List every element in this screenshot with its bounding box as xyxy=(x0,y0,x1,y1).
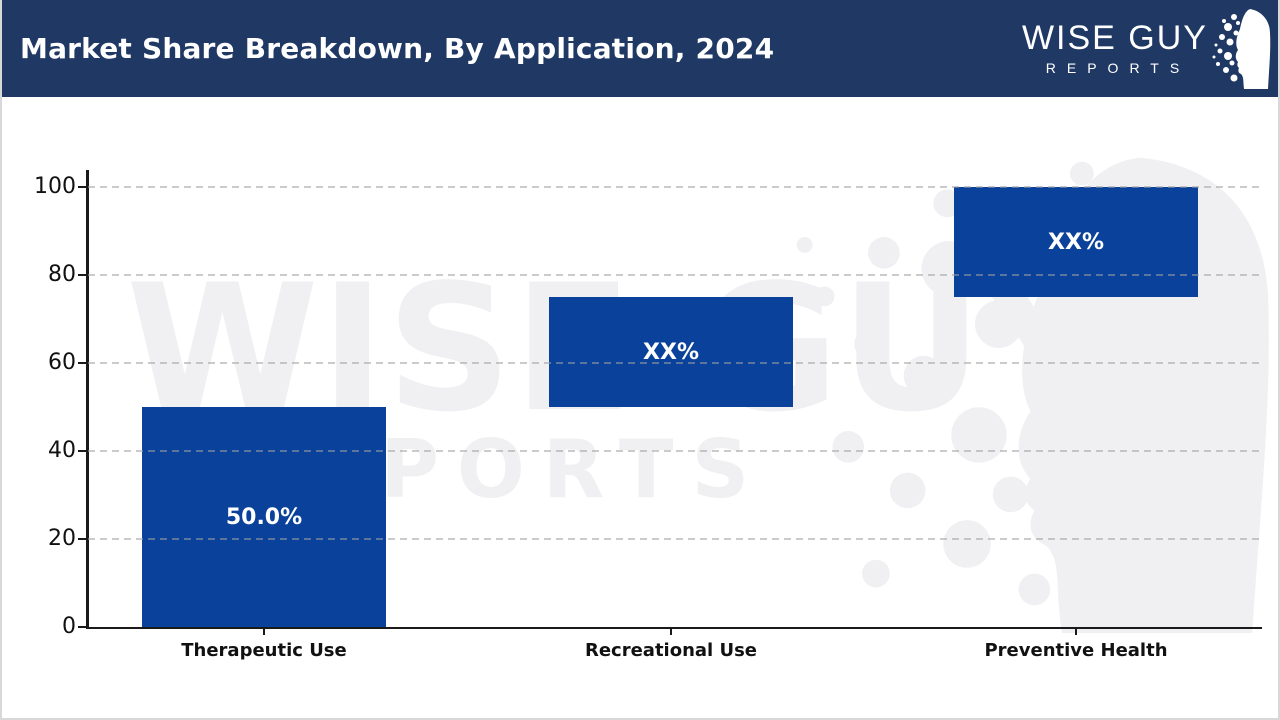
bar-segment: XX% xyxy=(549,297,793,407)
page-title: Market Share Breakdown, By Application, … xyxy=(20,32,775,65)
y-gridline xyxy=(88,450,1262,452)
y-tick-label: 0 xyxy=(62,614,76,639)
y-axis-line xyxy=(86,170,89,629)
y-tick-label: 40 xyxy=(48,438,76,463)
x-category-label: Recreational Use xyxy=(584,640,758,661)
bar-segment: 50.0% xyxy=(142,407,386,627)
bar-value-label: XX% xyxy=(1048,229,1104,255)
brand-subname: REPORTS xyxy=(1045,59,1191,76)
bar-value-label: XX% xyxy=(643,339,699,365)
brand-name: WISE GUY xyxy=(1021,19,1208,58)
y-gridline xyxy=(88,362,1262,364)
x-category-label: Preventive Health xyxy=(984,640,1168,661)
y-tick-mark xyxy=(78,450,86,452)
bar-value-label: 50.0% xyxy=(225,504,303,530)
x-tick-mark xyxy=(263,627,265,635)
brand-logo-text: WISE GUY REPORTS xyxy=(1021,19,1208,76)
y-tick-mark xyxy=(78,538,86,540)
y-gridline xyxy=(88,186,1262,188)
brand-face-icon xyxy=(1212,9,1271,89)
y-gridline xyxy=(88,274,1262,276)
header-band: Market Share Breakdown, By Application, … xyxy=(0,0,1280,97)
x-tick-mark xyxy=(670,627,672,635)
y-tick-mark xyxy=(78,626,86,628)
y-tick-label: 80 xyxy=(48,262,76,287)
y-tick-mark xyxy=(78,362,86,364)
brand-logo: WISE GUY REPORTS xyxy=(1022,7,1272,90)
y-tick-mark xyxy=(78,274,86,276)
x-axis-line xyxy=(86,626,1262,629)
y-tick-label: 20 xyxy=(48,526,76,551)
y-tick-label: 60 xyxy=(48,350,76,375)
bar-segment: XX% xyxy=(954,187,1198,297)
y-tick-label: 100 xyxy=(34,174,76,199)
y-tick-mark xyxy=(78,186,86,188)
x-category-label: Therapeutic Use xyxy=(181,640,347,661)
y-gridline xyxy=(88,538,1262,540)
